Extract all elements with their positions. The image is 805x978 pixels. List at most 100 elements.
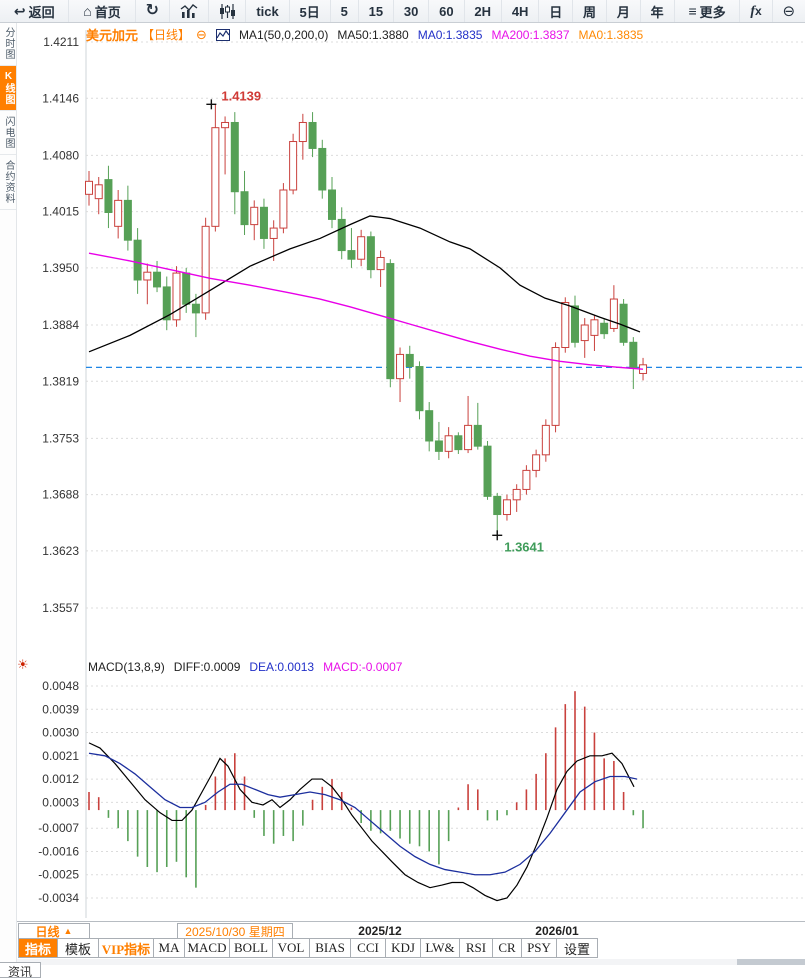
macd-formula-label: MACD(13,8,9): [88, 660, 165, 674]
bar-chart-icon: [180, 3, 198, 18]
svg-text:1.4146: 1.4146: [42, 91, 79, 105]
zoom-out-icon: ⊖: [782, 3, 796, 20]
bottom-tab-RSI[interactable]: RSI: [460, 938, 493, 958]
indicator-tabs-row: 指标 模板 VIP指标 MA MACD BOLL VOL BIAS CCI KDJ LW& RSI CR…: [16, 938, 805, 958]
zoom-out-button[interactable]: ⊖: [773, 0, 805, 22]
bottom-tab-设置[interactable]: 设置: [557, 938, 598, 958]
bottom-tab-KDJ[interactable]: KDJ: [386, 938, 421, 958]
bottom-tab-PSY[interactable]: PSY: [522, 938, 557, 958]
period-button-年[interactable]: 年: [641, 0, 675, 22]
bottom-tab-MA[interactable]: MA: [154, 938, 185, 958]
svg-text:1.3753: 1.3753: [42, 431, 79, 445]
bottom-tab-指标[interactable]: 指标: [18, 938, 58, 958]
date-info-box: 2025/10/30 星期四: [177, 923, 293, 939]
back-button[interactable]: ↩ 返回: [0, 0, 70, 22]
xaxis-label-2026/01: 2026/01: [535, 924, 579, 938]
candle-mode-button[interactable]: [209, 0, 247, 22]
left-sidebar: 分时图 K线图 闪电图 合约资料: [0, 22, 17, 962]
period-button-5日[interactable]: 5日: [290, 0, 331, 22]
macd-dea-value: DEA:0.0013: [249, 660, 315, 674]
svg-text:0.0003: 0.0003: [42, 795, 79, 809]
symbol-name[interactable]: 美元加元: [86, 28, 139, 43]
svg-text:-0.0016: -0.0016: [38, 844, 79, 858]
svg-text:1.3688: 1.3688: [42, 488, 79, 502]
period-selector-dropdown[interactable]: 日线 ▲: [18, 923, 90, 939]
fx-icon: fx: [750, 3, 762, 19]
svg-text:-0.0034: -0.0034: [38, 891, 79, 905]
symbol-period-tag: 【日线】: [142, 28, 191, 42]
horizontal-scrollbar[interactable]: [16, 959, 805, 965]
svg-text:0.0012: 0.0012: [42, 772, 79, 786]
xaxis-label-2025/12: 2025/12: [358, 924, 402, 938]
back-label: 返回: [28, 4, 55, 20]
svg-text:1.3641: 1.3641: [504, 539, 544, 554]
collapse-icon[interactable]: ⊖: [196, 26, 207, 42]
svg-text:0.0048: 0.0048: [42, 679, 79, 693]
chart-header: 美元加元 【日线】 ⊖ MA1(50,0,200,0) MA50:1.3880 …: [86, 25, 643, 44]
sidebar-item-分时图[interactable]: 分时图: [0, 22, 16, 66]
candlestick-icon: [219, 3, 235, 19]
svg-text:0.0039: 0.0039: [42, 702, 79, 716]
top-toolbar: ↩ 返回 ⌂ 首页 ↻ tick 5日 5 15 30 60 2H 4H 日周月年 ≡ 更多 f…: [0, 0, 805, 23]
svg-text:1.4015: 1.4015: [42, 205, 79, 219]
ma0-blue-value: MA0:1.3835: [417, 27, 483, 42]
bottom-tab-LW&[interactable]: LW&: [421, 938, 460, 958]
xaxis-row: 日线 ▲ 2025/10/30 星期四 2025/12 2026/01: [16, 921, 805, 939]
svg-text:1.4080: 1.4080: [42, 148, 79, 162]
period-selector-label: 日线: [35, 924, 60, 939]
date-info-label: 2025/10/30 星期四: [185, 924, 285, 939]
svg-text:-0.0025: -0.0025: [38, 868, 79, 882]
sidebar-item-合约资料[interactable]: 合约资料: [0, 155, 16, 210]
menu-lines-icon: ≡: [688, 3, 697, 19]
macd-settings-icon[interactable]: ☀: [17, 658, 29, 673]
refresh-button[interactable]: ↻: [136, 0, 170, 22]
sidebar-item-闪电图[interactable]: 闪电图: [0, 111, 16, 155]
period-button-tick[interactable]: tick: [246, 0, 290, 22]
scrollbar-thumb[interactable]: [737, 959, 805, 965]
macd-header: MACD(13,8,9) DIFF:0.0009 DEA:0.0013 MACD…: [88, 660, 402, 674]
period-button-15[interactable]: 15: [359, 0, 394, 22]
bar-chart-mode-button[interactable]: [170, 0, 209, 22]
refresh-icon: ↻: [145, 2, 159, 19]
period-button-日[interactable]: 日: [539, 0, 574, 22]
svg-text:1.3557: 1.3557: [42, 601, 79, 615]
dropdown-up-icon: ▲: [63, 926, 73, 936]
ma0-orange-value: MA0:1.3835: [578, 27, 644, 42]
home-button[interactable]: ⌂ 首页: [69, 0, 136, 22]
sidebar-item-K线图[interactable]: K线图: [0, 66, 16, 111]
bottom-tab-CCI[interactable]: CCI: [351, 938, 386, 958]
ma-settings-label: MA1(50,0,200,0): [238, 27, 329, 42]
ma200-value: MA200:1.3837: [491, 27, 570, 42]
bottom-tab-BIAS[interactable]: BIAS: [310, 938, 351, 958]
period-button-60[interactable]: 60: [429, 0, 465, 22]
svg-text:1.3623: 1.3623: [42, 544, 79, 558]
ma50-value: MA50:1.3880: [337, 27, 409, 42]
svg-text:1.4139: 1.4139: [221, 88, 261, 103]
bottom-tab-CR[interactable]: CR: [493, 938, 522, 958]
bottom-tab-VOL[interactable]: VOL: [273, 938, 310, 958]
svg-text:1.3884: 1.3884: [42, 318, 79, 332]
macd-diff-value: DIFF:0.0009: [173, 660, 241, 674]
line-chart-mini-icon[interactable]: [215, 28, 230, 41]
svg-text:0.0030: 0.0030: [42, 726, 79, 740]
bottom-tab-MACD[interactable]: MACD: [185, 938, 230, 958]
formula-button[interactable]: fx: [740, 0, 773, 22]
home-label: 首页: [94, 4, 121, 20]
bottom-tab-VIP指标[interactable]: VIP指标: [99, 938, 154, 958]
svg-text:0.0021: 0.0021: [42, 749, 79, 763]
svg-text:1.3819: 1.3819: [42, 374, 79, 388]
period-button-4H[interactable]: 4H: [502, 0, 540, 22]
bottom-tab-模板[interactable]: 模板: [58, 938, 99, 958]
period-button-30[interactable]: 30: [394, 0, 430, 22]
period-button-5[interactable]: 5: [331, 0, 359, 22]
bottom-tab-BOLL[interactable]: BOLL: [230, 938, 273, 958]
svg-text:1.3950: 1.3950: [42, 261, 79, 275]
more-button[interactable]: ≡ 更多: [675, 0, 741, 22]
macd-value: MACD:-0.0007: [323, 660, 403, 674]
svg-text:1.4211: 1.4211: [43, 35, 79, 49]
period-button-月[interactable]: 月: [607, 0, 641, 22]
period-button-周[interactable]: 周: [573, 0, 607, 22]
more-label: 更多: [699, 4, 726, 20]
period-button-2H[interactable]: 2H: [465, 0, 502, 22]
